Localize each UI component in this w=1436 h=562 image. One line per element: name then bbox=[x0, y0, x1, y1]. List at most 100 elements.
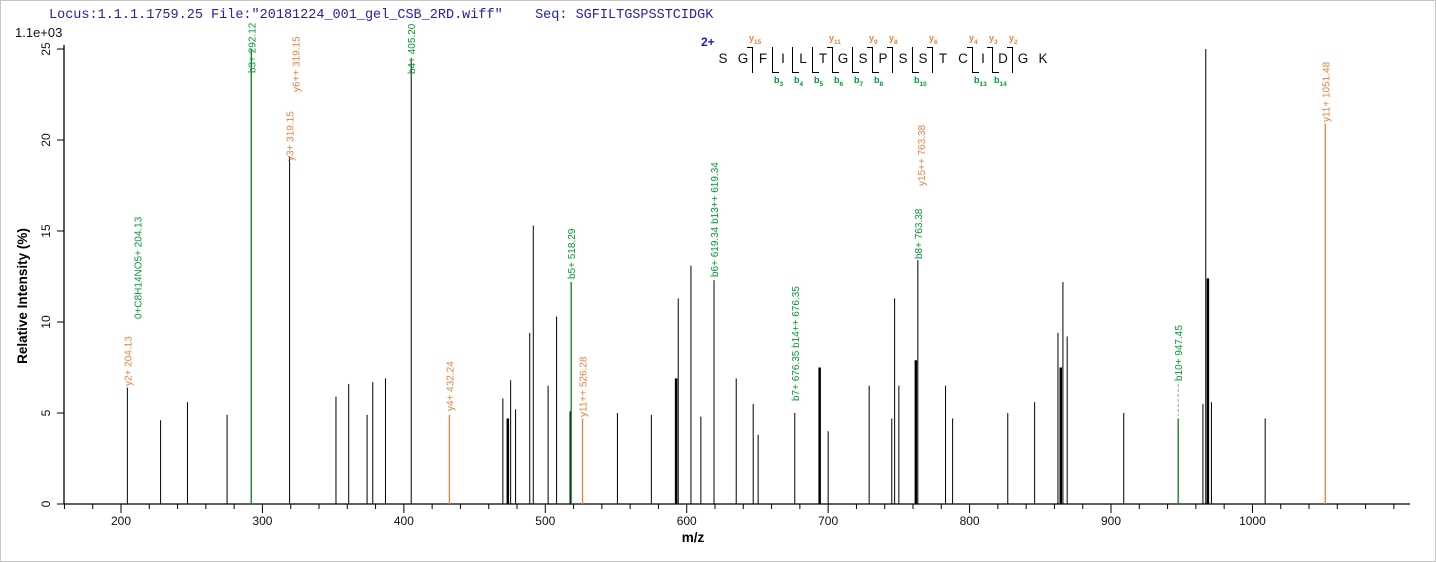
x-tick-label: 500 bbox=[535, 514, 555, 528]
cleavage-mark: y3 b14 bbox=[987, 33, 1007, 88]
peak-label: y15++ 763.38 bbox=[917, 124, 928, 186]
cleavage-mark: y9 b8 bbox=[867, 33, 883, 88]
cleavage-mark: b7 bbox=[852, 47, 863, 88]
y-tick-label: 25 bbox=[39, 42, 53, 56]
cleavage-mark: b3 bbox=[772, 47, 783, 88]
residue-9-P: P bbox=[878, 51, 888, 66]
cleavage-mark: b4 bbox=[792, 47, 803, 88]
b-ion-arm bbox=[993, 72, 999, 73]
x-tick-label: 900 bbox=[1101, 514, 1121, 528]
y-ion-label: y9 bbox=[869, 33, 878, 46]
spectrum-title: Locus:1.1.1.1759.25 File:"20181224_001_g… bbox=[49, 8, 714, 23]
x-tick-label: 300 bbox=[252, 514, 272, 528]
y-ion-label: y2 bbox=[1009, 33, 1018, 46]
intensity-scale-label: 1.1e+03 bbox=[15, 25, 62, 40]
b-ion-label: b4 bbox=[794, 75, 804, 88]
cleavage-mark: y2 bbox=[1007, 33, 1018, 73]
residue-14-I: I bbox=[981, 51, 985, 66]
x-tick-label: 1000 bbox=[1239, 514, 1266, 528]
peak-label: y3+ 319.15 bbox=[286, 111, 297, 161]
cleavage-mark: y15 bbox=[747, 33, 761, 73]
residue-17-K: K bbox=[1038, 51, 1048, 66]
residue-7-G: G bbox=[837, 51, 849, 66]
x-tick-label: 800 bbox=[960, 514, 980, 528]
peak-label: b6+ 619.34 b13++ 619.34 bbox=[710, 162, 721, 277]
peak-label: b5+ 518.29 bbox=[567, 228, 578, 279]
peak-label: y11+ 1051.48 bbox=[1321, 61, 1332, 122]
b-ion-arm bbox=[913, 72, 919, 73]
y-ion-arm bbox=[827, 47, 833, 48]
residue-13-C: C bbox=[958, 51, 968, 66]
x-tick-label: 200 bbox=[111, 514, 131, 528]
cleavage-mark: b10 bbox=[912, 47, 927, 88]
y-ion-arm bbox=[987, 47, 993, 48]
peak-label: y6++ 319.15 bbox=[292, 36, 303, 92]
b-ion-arm bbox=[873, 72, 879, 73]
cleavage-mark: y4 b13 bbox=[967, 33, 987, 88]
cleavage-mark: y11 b6 bbox=[827, 33, 843, 88]
x-tick-label: 400 bbox=[394, 514, 414, 528]
cleavage-mark: b5 bbox=[812, 47, 823, 88]
residue-10-S: S bbox=[898, 51, 908, 66]
peak-label: b3+ 292.12 bbox=[247, 22, 258, 73]
residue-3-F: F bbox=[758, 51, 768, 66]
residue-12-T: T bbox=[938, 51, 948, 66]
peak-label: + bbox=[413, 7, 424, 13]
y-ion-arm bbox=[1007, 47, 1013, 48]
x-tick-label: 700 bbox=[818, 514, 838, 528]
y-tick-label: 15 bbox=[39, 224, 53, 238]
residue-5-L: L bbox=[799, 51, 807, 66]
y-ion-arm bbox=[887, 47, 893, 48]
x-axis-title: m/z bbox=[682, 530, 705, 545]
y-ion-label: y15 bbox=[749, 33, 762, 46]
b-ion-arm bbox=[773, 72, 779, 73]
peak-label: 0+C8H14NO5+ 204.13 bbox=[133, 216, 144, 319]
cleavage-mark: y6 bbox=[927, 33, 938, 73]
residue-2-G: G bbox=[737, 51, 749, 66]
residue-16-G: G bbox=[1017, 51, 1029, 66]
y-ion-label: y3 bbox=[989, 33, 998, 46]
cleavage-mark: y8 bbox=[887, 33, 898, 73]
y-ion-label: y4 bbox=[969, 33, 978, 46]
residue-11-S: S bbox=[918, 51, 928, 66]
b-ion-label: b13 bbox=[974, 75, 987, 88]
residue-4-I: I bbox=[781, 51, 785, 66]
b-ion-arm bbox=[793, 72, 799, 73]
residue-15-D: D bbox=[998, 51, 1008, 66]
y-tick-label: 0 bbox=[39, 500, 53, 507]
y-ion-label: y11 bbox=[829, 33, 841, 46]
y-ion-arm bbox=[867, 47, 873, 48]
peak-label: y4+ 432.24 bbox=[445, 361, 456, 411]
y-ion-label: y6 bbox=[929, 33, 938, 46]
b-ion-arm bbox=[973, 72, 979, 73]
b-ion-label: b14 bbox=[994, 75, 1007, 88]
residue-6-T: T bbox=[818, 51, 828, 66]
y-tick-label: 5 bbox=[39, 409, 53, 416]
b-ion-label: b7 bbox=[854, 75, 864, 88]
y-tick-label: 20 bbox=[39, 133, 53, 147]
residue-1-S: S bbox=[718, 51, 728, 66]
peak-label: y2+ 204.13 bbox=[123, 336, 134, 386]
x-tick-label: 600 bbox=[677, 514, 697, 528]
peak-label: y11++ 526.28 bbox=[578, 356, 589, 417]
b-ion-label: b3 bbox=[774, 75, 784, 88]
precursor-charge: 2+ bbox=[701, 35, 715, 49]
y-axis-title: Relative Intensity (%) bbox=[15, 228, 30, 364]
residue-8-S: S bbox=[858, 51, 868, 66]
y-tick-label: 10 bbox=[39, 315, 53, 329]
b-ion-label: b5 bbox=[814, 75, 824, 88]
b-ion-arm bbox=[853, 72, 859, 73]
y-ion-arm bbox=[967, 47, 973, 48]
peak-label: b4+ 405.20 bbox=[407, 23, 418, 74]
b-ion-label: b8 bbox=[874, 75, 884, 88]
b-ion-arm bbox=[813, 72, 819, 73]
peak-label: b10+ 947.45 bbox=[1174, 325, 1185, 381]
y-ion-label: y8 bbox=[889, 33, 898, 46]
b-ion-label: b6 bbox=[834, 75, 844, 88]
y-ion-arm bbox=[747, 47, 753, 48]
peak-label: b7+ 676.35 b14++ 676.35 bbox=[791, 286, 802, 401]
b-ion-arm bbox=[833, 72, 839, 73]
